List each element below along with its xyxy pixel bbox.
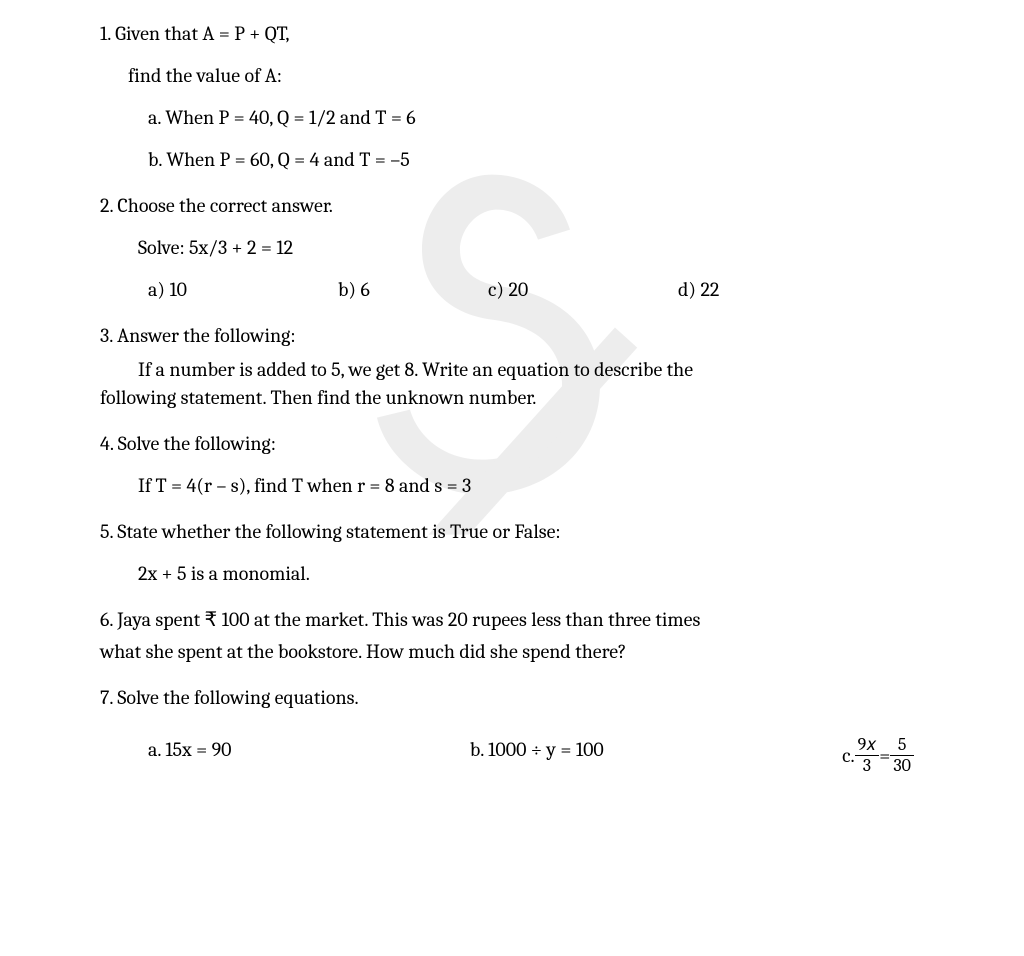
q2-option-b: b) 6 bbox=[338, 276, 488, 304]
q7-c-den2: 30 bbox=[890, 756, 914, 775]
q7-c-den1: 3 bbox=[855, 756, 880, 775]
q1-main: 1. Given that A = P + QT, bbox=[100, 20, 924, 48]
q2-option-d: d) 22 bbox=[678, 276, 719, 304]
question-6: 6. Jaya spent ₹ 100 at the market. This … bbox=[100, 606, 924, 666]
q3-body-line1: If a number is added to 5, we get 8. Wri… bbox=[138, 356, 924, 384]
question-4: 4. Solve the following: If T = 4(r – s),… bbox=[100, 430, 924, 500]
q7-option-b: b. 1000 ÷ y = 100 bbox=[470, 736, 604, 775]
q4-main: 4. Solve the following: bbox=[100, 430, 924, 458]
q3-body-line2: following statement. Then find the unkno… bbox=[100, 384, 924, 412]
q7-option-a: a. 15x = 90 bbox=[148, 736, 232, 775]
q7-c-frac1: 9𝑥 3 bbox=[855, 736, 880, 775]
q5-main: 5. State whether the following statement… bbox=[100, 518, 924, 546]
q7-option-c: c. 9𝑥 3 = 5 30 bbox=[842, 736, 914, 775]
q7-c-frac2: 5 30 bbox=[890, 736, 914, 775]
question-1: 1. Given that A = P + QT, find the value… bbox=[100, 20, 924, 174]
q1-item-b: b. When P = 60, Q = 4 and T = –5 bbox=[148, 146, 924, 174]
q2-option-c: c) 20 bbox=[488, 276, 678, 304]
q5-sub: 2x + 5 is a monomial. bbox=[138, 560, 924, 588]
q4-sub: If T = 4(r – s), find T when r = 8 and s… bbox=[138, 472, 924, 500]
q7-c-num1: 9𝑥 bbox=[855, 736, 880, 756]
q1-item-a: a. When P = 40, Q = 1/2 and T = 6 bbox=[148, 104, 924, 132]
q7-main: 7. Solve the following equations. bbox=[100, 684, 924, 712]
q6-line1: 6. Jaya spent ₹ 100 at the market. This … bbox=[100, 606, 924, 634]
q6-line2: what she spent at the bookstore. How muc… bbox=[100, 638, 924, 666]
q7-options: a. 15x = 90 b. 1000 ÷ y = 100 c. 9𝑥 3 = … bbox=[148, 736, 924, 775]
question-5: 5. State whether the following statement… bbox=[100, 518, 924, 588]
q3-main: 3. Answer the following: bbox=[100, 322, 924, 350]
question-2: 2. Choose the correct answer. Solve: 5x/… bbox=[100, 192, 924, 304]
document-content: 1. Given that A = P + QT, find the value… bbox=[100, 20, 924, 775]
q1-sub: find the value of A: bbox=[128, 62, 924, 90]
q7-c-num2: 5 bbox=[890, 736, 914, 756]
q2-options: a) 10 b) 6 c) 20 d) 22 bbox=[148, 276, 924, 304]
question-7: 7. Solve the following equations. a. 15x… bbox=[100, 684, 924, 775]
q7-c-eq: = bbox=[879, 742, 890, 770]
q2-sub: Solve: 5x/3 + 2 = 12 bbox=[138, 234, 924, 262]
q2-main: 2. Choose the correct answer. bbox=[100, 192, 924, 220]
q2-option-a: a) 10 bbox=[148, 276, 338, 304]
q7-c-prefix: c. bbox=[842, 742, 855, 770]
question-3: 3. Answer the following: If a number is … bbox=[100, 322, 924, 412]
